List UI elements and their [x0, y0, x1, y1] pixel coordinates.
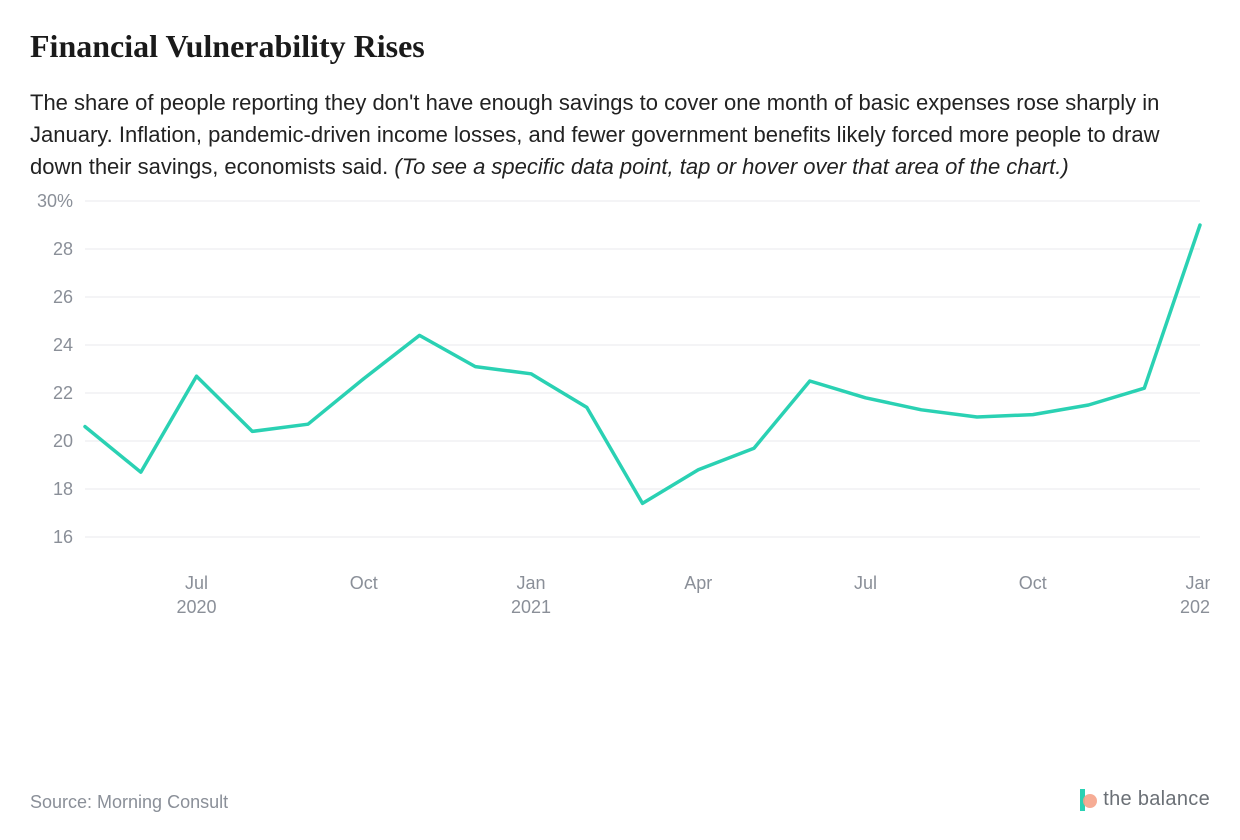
y-tick-label: 20 — [53, 431, 73, 451]
x-tick-year: 2021 — [511, 597, 551, 617]
chart-container: Financial Vulnerability Rises The share … — [0, 0, 1240, 840]
x-tick-year: 2020 — [176, 597, 216, 617]
brand-logo-circle-icon — [1083, 794, 1097, 808]
x-tick-label: Oct — [1019, 573, 1047, 593]
x-tick-label: Oct — [350, 573, 378, 593]
chart-plot-area[interactable]: 1618202224262830%Jul2020OctJan2021AprJul… — [30, 191, 1210, 631]
y-tick-label: 22 — [53, 383, 73, 403]
chart-subtitle: The share of people reporting they don't… — [30, 87, 1210, 183]
y-tick-label: 30% — [37, 191, 73, 211]
line-chart-svg[interactable]: 1618202224262830%Jul2020OctJan2021AprJul… — [30, 191, 1210, 631]
y-tick-label: 28 — [53, 239, 73, 259]
publisher-brand: the balance — [1080, 788, 1210, 811]
y-tick-label: 18 — [53, 479, 73, 499]
subtitle-hint: (To see a specific data point, tap or ho… — [394, 154, 1068, 179]
x-tick-label: Apr — [684, 573, 712, 593]
x-tick-label: Jan — [1185, 573, 1210, 593]
y-tick-label: 24 — [53, 335, 73, 355]
y-tick-label: 26 — [53, 287, 73, 307]
brand-text: the balance — [1103, 788, 1210, 811]
x-tick-label: Jan — [516, 573, 545, 593]
y-tick-label: 16 — [53, 527, 73, 547]
source-attribution: Source: Morning Consult — [30, 792, 228, 813]
chart-title: Financial Vulnerability Rises — [30, 28, 1210, 65]
x-tick-year: 2022 — [1180, 597, 1210, 617]
x-tick-label: Jul — [854, 573, 877, 593]
x-tick-label: Jul — [185, 573, 208, 593]
data-series-line[interactable] — [85, 225, 1200, 503]
